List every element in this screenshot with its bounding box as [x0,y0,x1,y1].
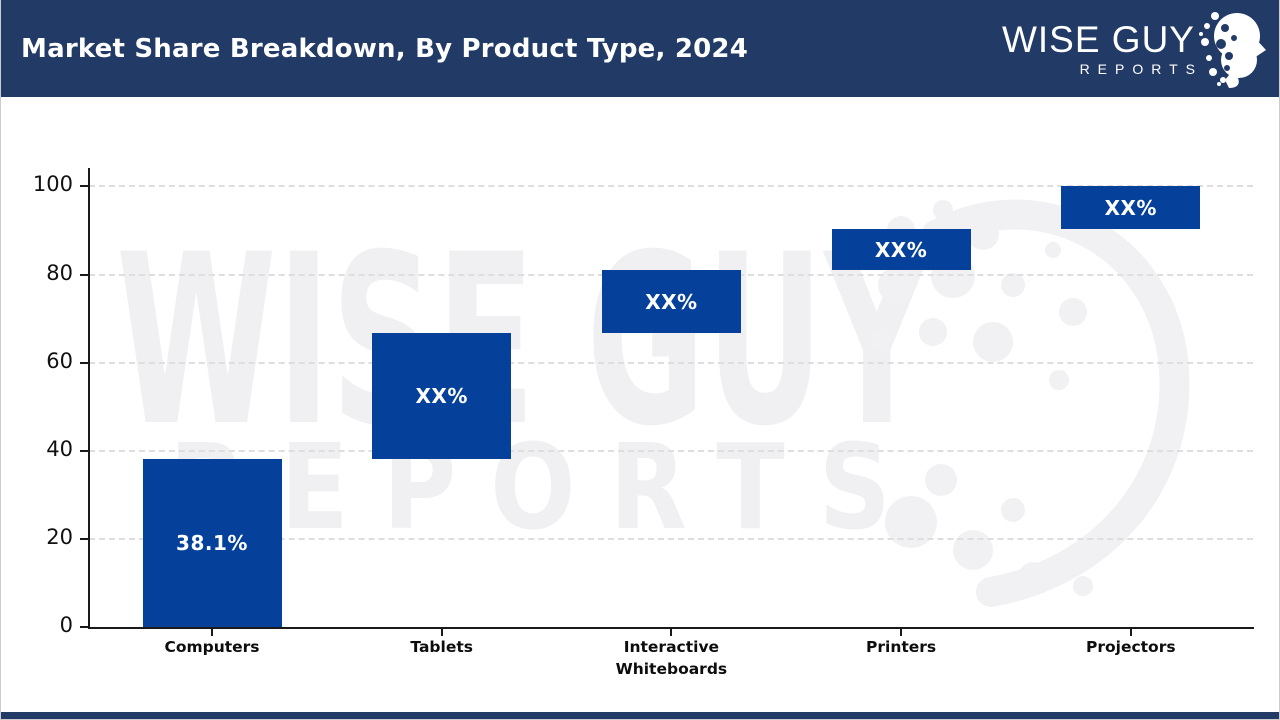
y-tick-label: 80 [46,260,73,285]
x-tick-mark [440,629,443,636]
logo-face-icon [1199,12,1266,88]
y-tick-label: 100 [32,172,73,197]
bar-computers: 38.1% [142,459,282,627]
logo-reports-text: REPORTS [1079,61,1203,78]
bar-value-label: XX% [415,384,468,409]
y-tick-mark [80,537,88,540]
footer-bar [1,712,1279,719]
bar-value-label: 38.1% [176,531,248,556]
bar-projectors: XX% [1061,186,1201,230]
x-category-label-projectors: Projectors [1085,638,1176,656]
bar-value-label: XX% [1104,195,1157,220]
bar-value-label: XX% [874,237,928,262]
page-title: Market Share Breakdown, By Product Type,… [21,33,748,64]
x-tick-mark [670,629,673,636]
y-tick-mark [80,361,88,364]
logo-wordmark: WISE GUY REPORTS [1001,18,1195,78]
x-category-label-tablets: Tablets [410,638,473,656]
x-tick-mark [900,629,903,636]
logo-wiseguy-text: WISE GUY [1001,18,1195,60]
bar-value-label: XX% [645,289,698,314]
watermark-face-icon [871,199,1190,607]
watermark-wiseguy: WISE GUY [116,205,930,478]
gridline [89,537,1253,540]
y-tick-label: 60 [46,348,73,373]
gridline [89,449,1253,452]
bar-interactive-whiteboards: XX% [601,270,741,334]
gridline [89,185,1253,188]
y-tick-label: 20 [46,524,73,549]
wiseguy-logo: WISE GUY REPORTS [1002,8,1267,90]
x-category-label-interactive-whiteboards: Interactive Whiteboards [615,638,728,678]
header: Market Share Breakdown, By Product Type,… [1,0,1279,97]
bar-tablets: XX% [372,333,512,460]
y-tick-mark [80,185,88,188]
watermark-reports: REPORTS [169,418,925,556]
gridline [89,361,1253,364]
y-tick-label: 0 [59,613,73,637]
y-tick-mark [80,449,88,452]
y-tick-mark [80,273,88,276]
x-category-label-printers: Printers [866,638,937,656]
bar-printers: XX% [831,229,971,271]
x-tick-mark [211,629,213,636]
y-axis-line [88,168,90,629]
y-tick-label: 40 [46,436,73,461]
x-tick-mark [1129,629,1132,636]
x-axis-line [88,627,1254,629]
x-category-label-computers: Computers [164,638,260,656]
y-tick-mark [80,626,88,628]
